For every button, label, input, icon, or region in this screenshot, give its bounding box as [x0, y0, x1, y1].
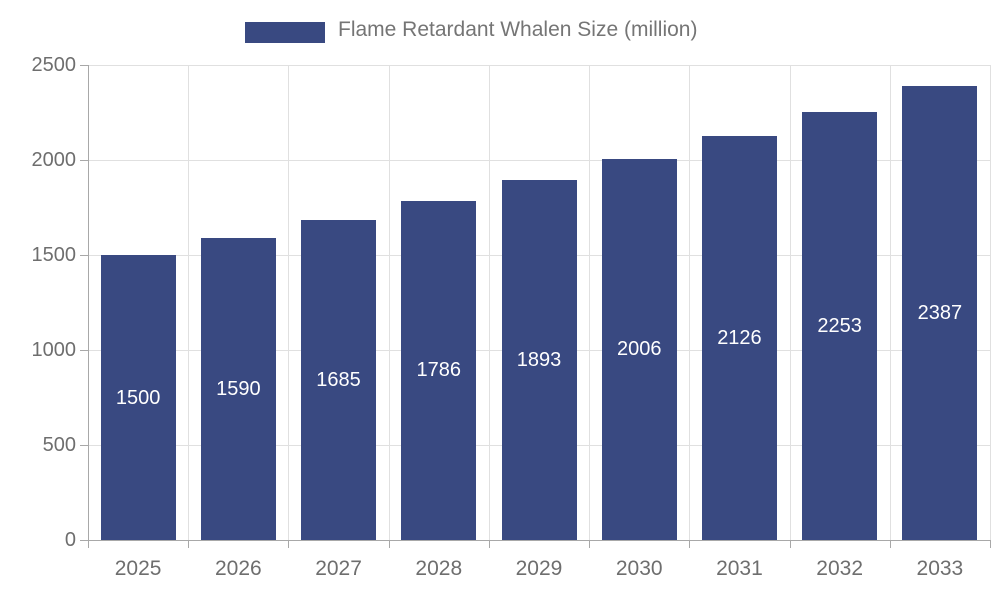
bar-2033	[902, 86, 978, 540]
bar-2026	[200, 237, 276, 540]
x-axis-tick	[889, 540, 891, 548]
x-gridline	[589, 65, 591, 540]
x-axis-tick-label: 2028	[415, 557, 463, 580]
x-gridline	[388, 65, 390, 540]
bar-2025	[100, 255, 176, 540]
y-gridline	[88, 160, 990, 161]
x-axis-tick-label: 2030	[615, 557, 663, 580]
y-axis-tick-label: 1500	[31, 244, 77, 266]
bar-value-label: 1500	[115, 386, 161, 409]
x-axis-tick-label: 2029	[515, 557, 563, 580]
x-axis-tick	[789, 540, 791, 548]
x-axis-tick-label: 2032	[816, 557, 864, 580]
bar-2028	[401, 200, 477, 540]
x-gridline	[889, 65, 891, 540]
y-axis-tick-label: 1000	[31, 339, 77, 361]
y-axis-tick	[80, 540, 88, 541]
legend-swatch	[245, 22, 325, 43]
bar-value-label: 2126	[717, 327, 762, 350]
x-axis-tick-label: 2026	[214, 557, 262, 580]
y-gridline	[88, 65, 990, 66]
y-axis-tick-label: 0	[64, 529, 76, 551]
x-gridline	[188, 65, 190, 540]
x-axis-tick-label: 2027	[315, 557, 362, 580]
bar-2030	[601, 158, 677, 540]
y-axis-tick	[80, 160, 88, 161]
bar-value-label: 2253	[817, 314, 862, 337]
y-axis-tick-label: 500	[42, 434, 76, 456]
x-axis-tick	[388, 540, 390, 548]
bar-value-label: 1786	[416, 359, 462, 382]
legend-label: Flame Retardant Whalen Size (million)	[338, 18, 698, 41]
x-axis-tick	[288, 540, 290, 548]
x-axis-tick	[689, 540, 691, 548]
x-axis-tick	[88, 540, 89, 548]
x-gridline	[789, 65, 791, 540]
y-axis-tick	[80, 255, 88, 256]
x-axis-tick	[188, 540, 190, 548]
bar-value-label: 2387	[917, 302, 963, 325]
bar-value-label: 1590	[216, 377, 261, 400]
y-axis-tick	[80, 350, 88, 351]
bar-2029	[501, 180, 577, 540]
x-axis-tick-label: 2031	[716, 557, 763, 580]
y-axis-line	[88, 65, 89, 540]
x-gridline	[990, 65, 991, 540]
bar-value-label: 1685	[316, 368, 361, 391]
x-gridline	[488, 65, 490, 540]
bar-value-label: 1893	[516, 349, 562, 372]
x-axis-line	[88, 540, 990, 541]
chart-legend: Flame Retardant Whalen Size (million)	[0, 0, 1000, 50]
bar-2031	[701, 136, 777, 540]
bar-2032	[802, 111, 878, 540]
y-axis-tick-label: 2000	[31, 149, 77, 171]
x-axis-tick	[589, 540, 591, 548]
x-axis-tick	[488, 540, 490, 548]
y-axis-tick	[80, 445, 88, 446]
bar-2027	[301, 219, 377, 540]
x-gridline	[288, 65, 290, 540]
x-axis-tick-label: 2033	[916, 557, 964, 580]
x-axis-tick	[990, 540, 991, 548]
x-gridline	[689, 65, 691, 540]
y-axis-tick	[80, 65, 88, 66]
bar-value-label: 2006	[616, 338, 662, 361]
y-axis-tick-label: 2500	[31, 54, 77, 76]
x-axis-tick-label: 2025	[114, 557, 162, 580]
